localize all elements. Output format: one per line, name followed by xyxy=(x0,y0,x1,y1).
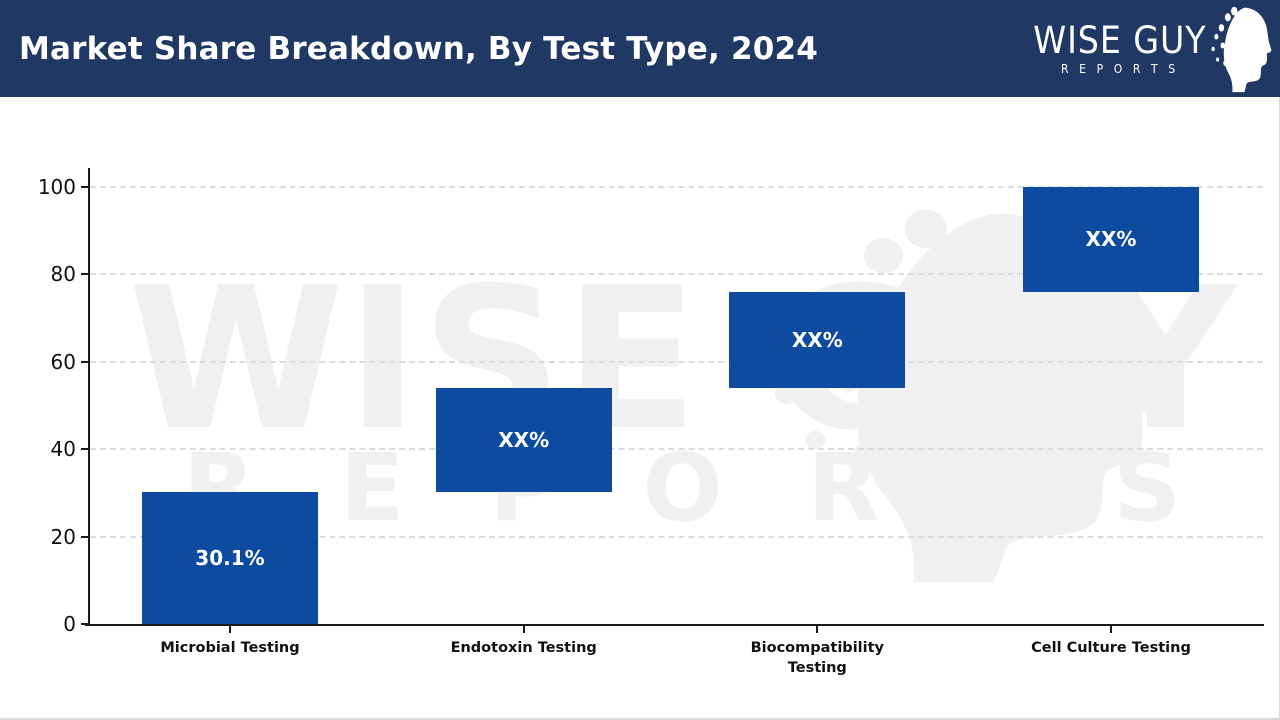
x-category-label: Biocompatibility Testing xyxy=(750,640,884,676)
bar-value-label: XX% xyxy=(791,327,843,352)
logo-face-icon xyxy=(1211,6,1272,92)
header-banner: Market Share Breakdown, By Test Type, 20… xyxy=(0,0,1280,97)
logo-wordmark: WISE GUY xyxy=(1032,18,1206,62)
bar-segment xyxy=(142,492,318,624)
y-tick-mark xyxy=(81,448,88,450)
y-gridline xyxy=(90,273,1263,275)
x-axis-line xyxy=(85,624,1264,626)
bar-value-label: 30.1% xyxy=(195,546,265,571)
y-gridline xyxy=(90,535,1263,538)
x-category-label: Microbial Testing xyxy=(160,640,300,656)
y-tick-mark xyxy=(81,360,88,363)
plot-area: 0 20 40 60 80 100 30.1% Microbial Testing XX% End… xyxy=(0,97,1280,718)
logo-text: WISE GUY R E P O R T S xyxy=(1033,22,1206,76)
bar-value-label: XX% xyxy=(498,428,550,453)
y-gridline xyxy=(90,448,1263,450)
bar-segment xyxy=(1023,186,1199,292)
x-tick-mark xyxy=(816,626,819,633)
x-tick-mark xyxy=(1110,626,1112,633)
bar-value-label: XX% xyxy=(1085,227,1137,251)
bar-segment xyxy=(435,387,612,493)
y-tick-label: 60 xyxy=(50,349,76,374)
y-axis-line xyxy=(88,168,90,626)
y-tick-mark xyxy=(81,623,88,625)
logo-sub: R E P O R T S xyxy=(1060,61,1179,76)
y-tick-label: 100 xyxy=(37,174,76,199)
chart-title: Market Share Breakdown, By Test Type, 20… xyxy=(19,30,819,67)
y-tick-mark xyxy=(81,273,88,275)
y-gridline xyxy=(90,185,1263,188)
y-tick-label: 80 xyxy=(50,262,76,286)
y-tick-label: 0 xyxy=(63,612,76,636)
x-tick-mark xyxy=(229,626,231,633)
y-tick-label: 40 xyxy=(50,437,76,461)
logo: WISE GUY R E P O R T S xyxy=(1014,5,1280,93)
y-tick-label: 20 xyxy=(50,524,76,549)
x-tick-mark xyxy=(522,626,525,633)
y-gridline xyxy=(90,360,1263,363)
y-tick-mark xyxy=(81,185,88,188)
x-category-label: Cell Culture Testing xyxy=(1031,640,1191,656)
bar-segment xyxy=(729,291,906,388)
y-tick-mark xyxy=(81,535,88,538)
x-category-label: Endotoxin Testing xyxy=(450,640,597,656)
